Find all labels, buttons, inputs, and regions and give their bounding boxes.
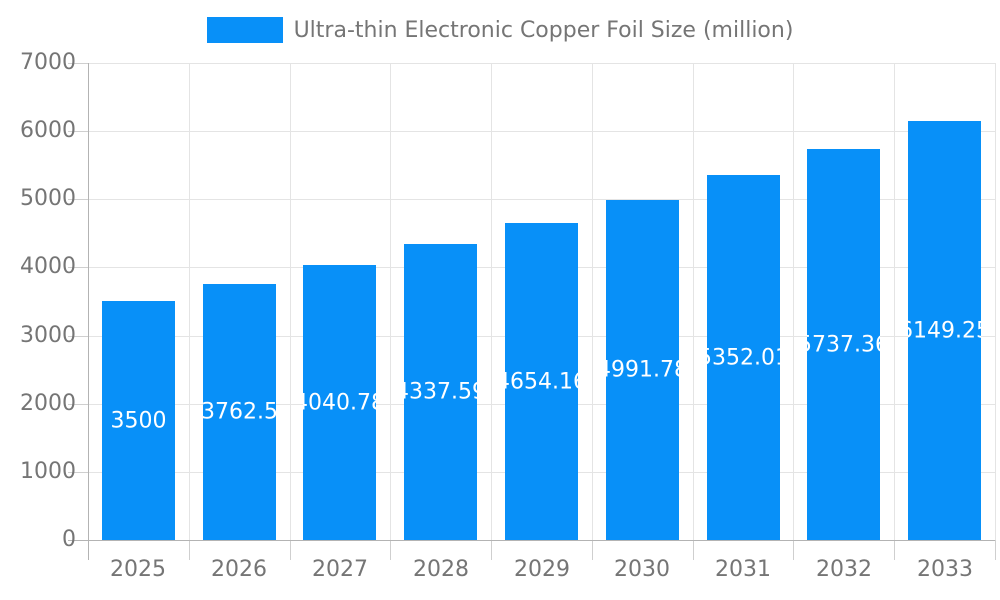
legend-label[interactable]: Ultra-thin Electronic Copper Foil Size (… bbox=[293, 17, 794, 43]
x-axis-label: 2026 bbox=[211, 557, 267, 582]
y-axis-label: 0 bbox=[62, 527, 76, 552]
bar-2029[interactable]: 4654.16 bbox=[505, 223, 578, 540]
bar-value-label: 4040.78 bbox=[303, 390, 376, 415]
x-tick bbox=[491, 540, 493, 560]
bar-value-label: 4991.78 bbox=[606, 357, 679, 383]
x-tick bbox=[793, 540, 795, 560]
y-axis-label: 5000 bbox=[20, 186, 76, 212]
gridline-v bbox=[390, 63, 392, 540]
legend-swatch[interactable] bbox=[206, 17, 283, 43]
bar-value-label: 6149.25 bbox=[908, 318, 981, 343]
gridline-h bbox=[88, 131, 995, 133]
x-tick bbox=[894, 540, 896, 560]
y-tick bbox=[68, 471, 88, 473]
y-tick bbox=[68, 267, 88, 269]
y-axis-label: 7000 bbox=[20, 50, 76, 75]
x-axis-label: 2031 bbox=[715, 557, 771, 582]
bar-value-label: 3500 bbox=[110, 408, 167, 433]
bar-value-label: 5737.36 bbox=[807, 332, 880, 357]
bar-value-label: 5352.01 bbox=[707, 345, 780, 370]
bar-2032[interactable]: 5737.36 bbox=[807, 149, 880, 540]
bar-2026[interactable]: 3762.5 bbox=[203, 284, 276, 540]
bar-2027[interactable]: 4040.78 bbox=[303, 265, 376, 540]
bar-2028[interactable]: 4337.59 bbox=[404, 244, 477, 540]
gridline-v bbox=[289, 63, 291, 540]
y-tick bbox=[68, 335, 88, 337]
x-axis-label: 2028 bbox=[413, 557, 469, 582]
x-tick bbox=[995, 540, 996, 560]
bar-2025[interactable]: 3500 bbox=[102, 301, 175, 540]
y-axis-label: 4000 bbox=[20, 254, 76, 280]
bar-2033[interactable]: 6149.25 bbox=[908, 121, 981, 540]
x-axis-label: 2032 bbox=[816, 557, 872, 582]
y-tick bbox=[68, 403, 88, 405]
x-axis-label: 2027 bbox=[312, 557, 368, 582]
x-tick bbox=[289, 540, 291, 560]
x-axis-label: 2033 bbox=[917, 557, 973, 582]
bar-2031[interactable]: 5352.01 bbox=[707, 175, 780, 540]
x-tick bbox=[591, 540, 593, 560]
legend: Ultra-thin Electronic Copper Foil Size (… bbox=[0, 17, 1000, 43]
bar-2030[interactable]: 4991.78 bbox=[606, 200, 679, 540]
y-axis-label: 6000 bbox=[20, 118, 76, 144]
y-tick bbox=[68, 131, 88, 133]
x-tick bbox=[390, 540, 392, 560]
y-tick bbox=[68, 63, 88, 64]
gridline-h bbox=[88, 199, 995, 201]
y-tick bbox=[68, 199, 88, 201]
gridline-v bbox=[894, 63, 896, 540]
plot-area: 3500 3762.5 4040.78 4337.59 4654.16 4991.78 53… bbox=[20, 50, 996, 582]
gridline-v bbox=[995, 63, 996, 540]
y-axis-label: 1000 bbox=[20, 458, 76, 484]
bar-value-label: 4337.59 bbox=[404, 379, 477, 405]
x-tick bbox=[692, 540, 694, 560]
x-axis-label: 2030 bbox=[614, 557, 670, 582]
x-tick bbox=[188, 540, 190, 560]
y-axis-line bbox=[88, 63, 89, 560]
bar-value-label: 3762.5 bbox=[203, 399, 276, 425]
y-axis-label: 3000 bbox=[20, 322, 76, 348]
gridline-v bbox=[591, 63, 593, 540]
gridline-h bbox=[88, 63, 995, 64]
x-axis-label: 2029 bbox=[514, 557, 570, 582]
x-axis-label: 2025 bbox=[110, 557, 166, 582]
gridline-v bbox=[692, 63, 694, 540]
gridline-v bbox=[793, 63, 795, 540]
x-axis-line bbox=[68, 540, 995, 541]
bar-value-label: 4654.16 bbox=[505, 369, 578, 394]
gridline-v bbox=[491, 63, 493, 540]
y-axis-label: 2000 bbox=[20, 390, 76, 416]
gridline-v bbox=[188, 63, 190, 540]
